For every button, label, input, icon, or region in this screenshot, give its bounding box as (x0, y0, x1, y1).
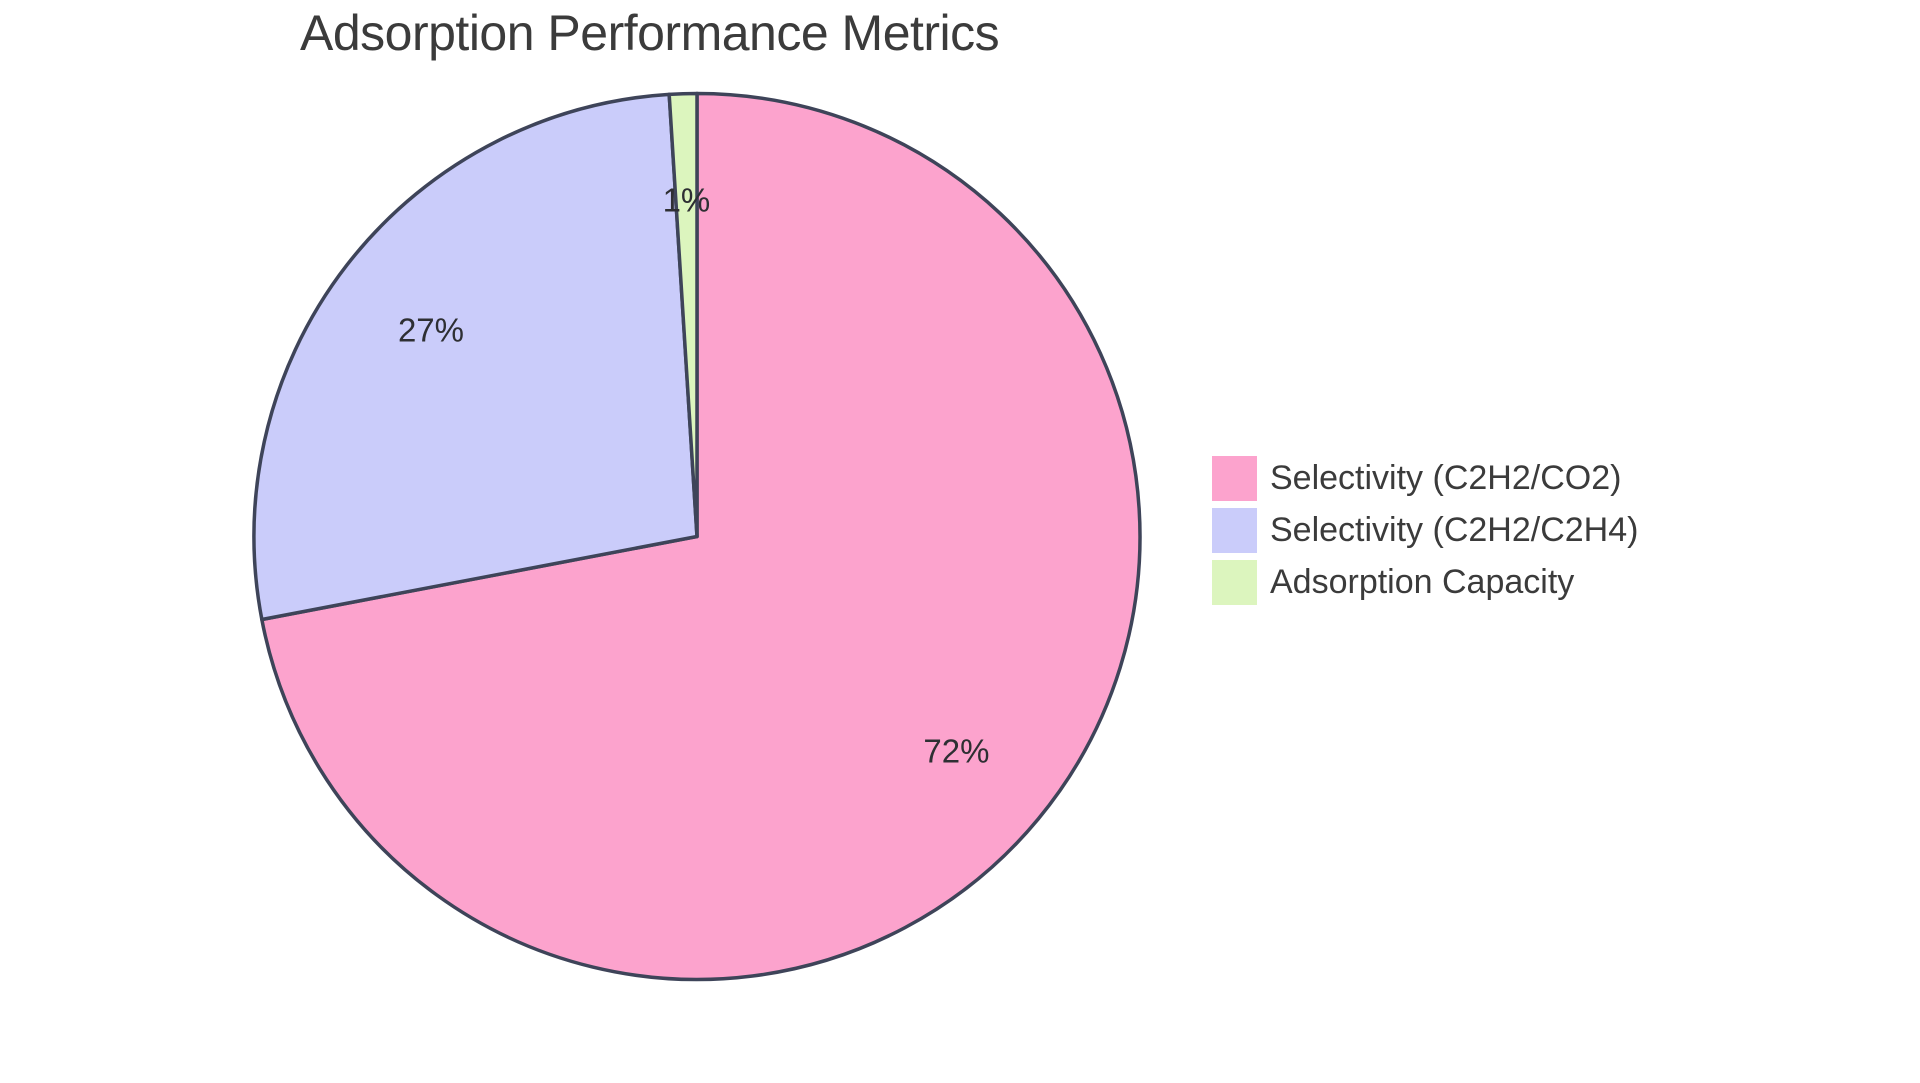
legend-item-selectivity-c2h2-c2h4[interactable]: Selectivity (C2H2/C2H4) (1212, 508, 1638, 553)
pie-slice-2[interactable] (252, 92, 699, 622)
legend-swatch-icon (1212, 560, 1257, 605)
pie-slice-label-2: 27% (398, 312, 464, 349)
legend-item-adsorption-capacity[interactable]: Adsorption Capacity (1212, 560, 1638, 605)
pie-slice-3[interactable] (667, 91, 699, 539)
pie-slice-label-1: 72% (923, 733, 989, 770)
chart-title: Adsorption Performance Metrics (300, 5, 1000, 61)
legend-swatch-icon (1212, 456, 1257, 501)
legend-item-label: Selectivity (C2H2/C2H4) (1270, 511, 1639, 549)
legend-swatch-icon (1212, 508, 1257, 553)
pie-slice-1[interactable] (260, 91, 1142, 982)
legend: Selectivity (C2H2/CO2) Selectivity (C2H2… (1212, 456, 1638, 612)
legend-item-selectivity-c2h2-co2[interactable]: Selectivity (C2H2/CO2) (1212, 456, 1638, 501)
pie-slice-label-3: 1% (663, 181, 711, 218)
legend-item-label: Adsorption Capacity (1270, 563, 1575, 601)
legend-item-label: Selectivity (C2H2/CO2) (1270, 459, 1622, 497)
